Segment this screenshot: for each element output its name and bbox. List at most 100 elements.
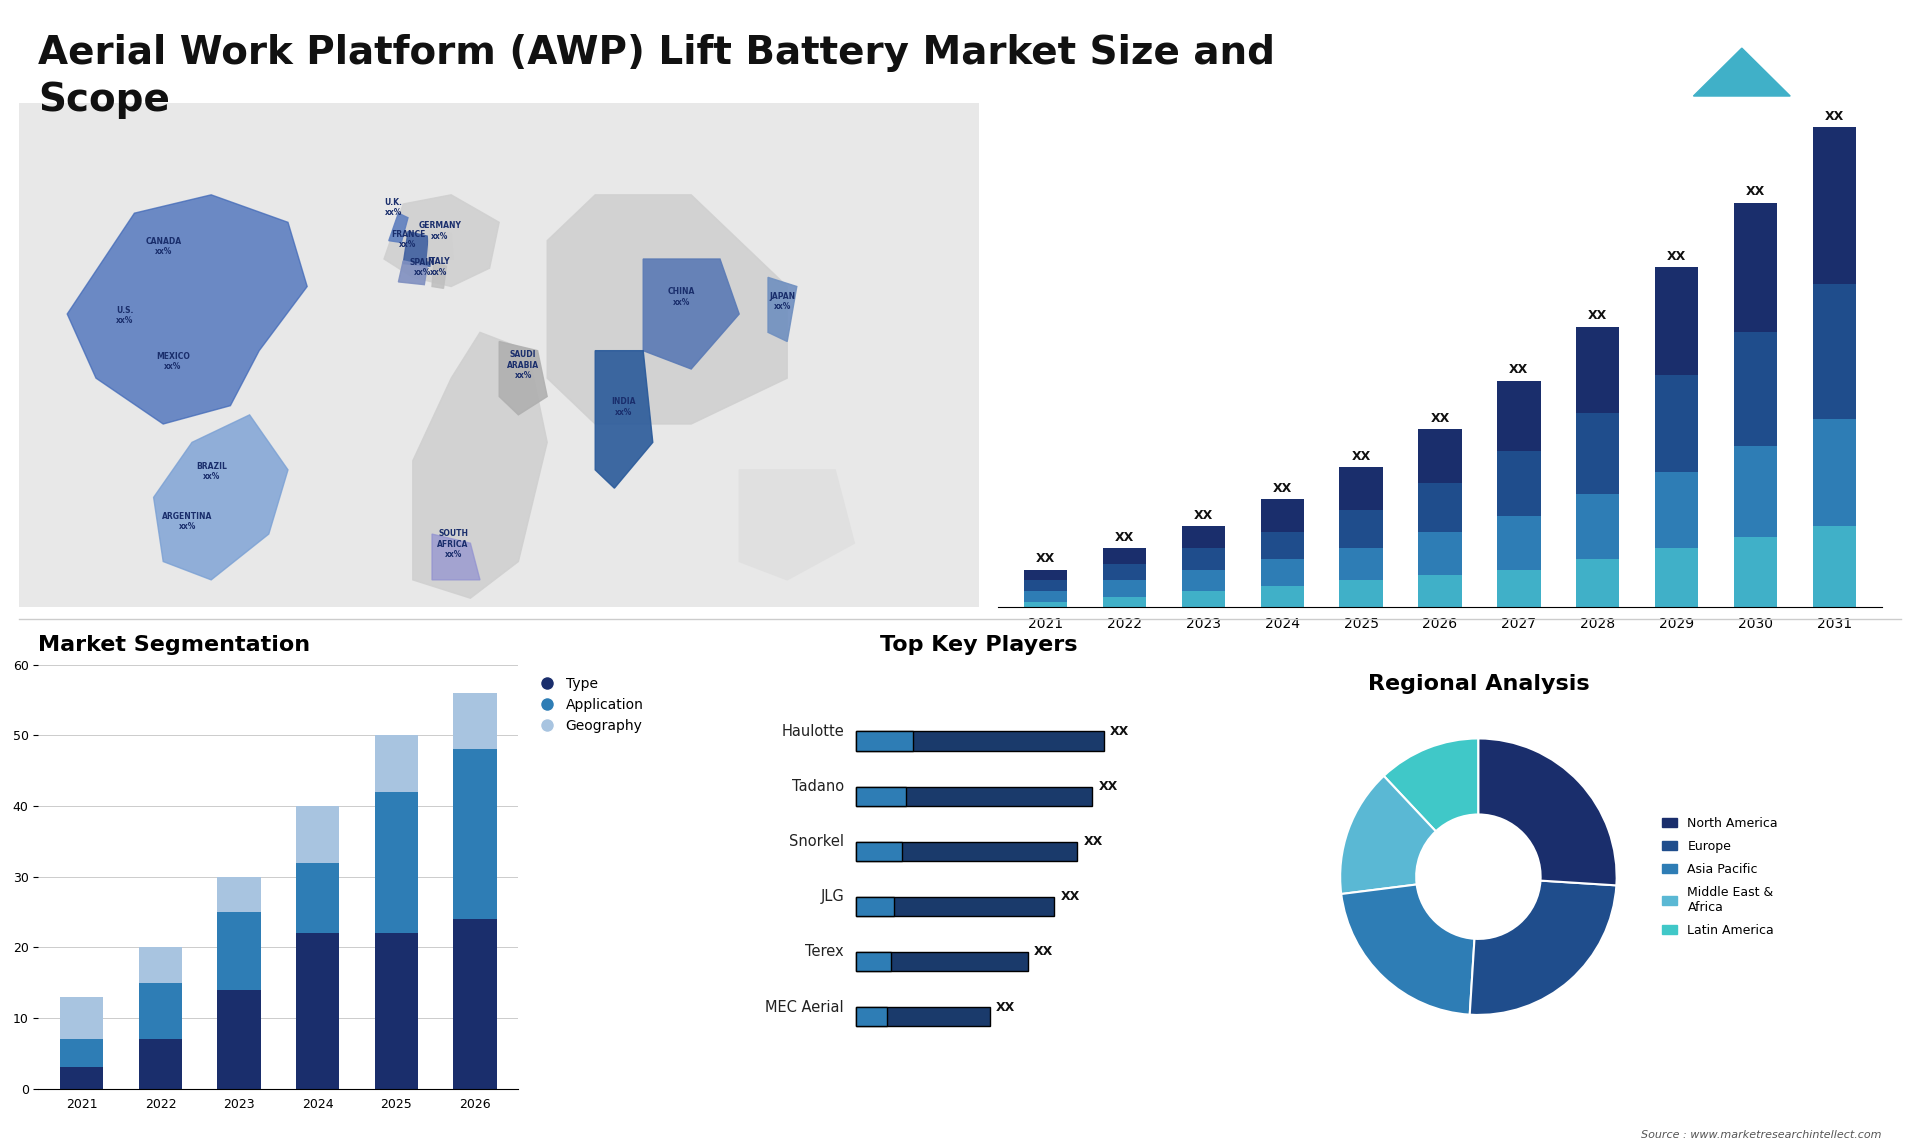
Bar — [1340, 580, 1382, 607]
Bar — [374, 933, 419, 1089]
Text: Aerial Work Platform (AWP) Lift Battery Market Size and
Scope: Aerial Work Platform (AWP) Lift Battery … — [38, 34, 1275, 119]
Text: SOUTH
AFRICA
xx%: SOUTH AFRICA xx% — [438, 529, 468, 559]
Bar — [217, 912, 261, 990]
Bar — [1734, 203, 1778, 332]
Bar — [138, 982, 182, 1039]
Text: CHINA
xx%: CHINA xx% — [668, 288, 695, 307]
Text: Terex: Terex — [804, 944, 845, 959]
Polygon shape — [399, 261, 426, 284]
Polygon shape — [413, 332, 547, 598]
Title: Regional Analysis: Regional Analysis — [1367, 674, 1590, 694]
Bar — [453, 749, 497, 919]
Text: Haulotte: Haulotte — [781, 724, 845, 739]
FancyBboxPatch shape — [856, 897, 895, 916]
Bar — [1812, 283, 1857, 418]
Text: XX: XX — [1083, 835, 1102, 848]
Title: Top Key Players: Top Key Players — [881, 635, 1077, 654]
Wedge shape — [1478, 738, 1617, 886]
Bar — [1340, 510, 1382, 548]
Text: XX: XX — [1116, 531, 1135, 543]
Bar — [1181, 570, 1225, 591]
FancyBboxPatch shape — [856, 786, 906, 806]
Bar — [1576, 413, 1619, 494]
Bar — [1498, 516, 1540, 570]
Polygon shape — [1693, 48, 1789, 96]
Bar — [1023, 570, 1068, 580]
Polygon shape — [426, 229, 453, 261]
FancyBboxPatch shape — [856, 841, 1077, 861]
Bar — [1102, 580, 1146, 597]
Bar — [1812, 127, 1857, 283]
Bar — [138, 1039, 182, 1089]
Text: XX: XX — [1098, 780, 1117, 793]
Bar — [1023, 591, 1068, 602]
Polygon shape — [403, 231, 430, 266]
Bar — [1498, 450, 1540, 516]
FancyBboxPatch shape — [856, 897, 1054, 916]
Polygon shape — [67, 195, 307, 424]
Wedge shape — [1342, 885, 1475, 1014]
Wedge shape — [1469, 880, 1617, 1015]
Text: U.K.
xx%: U.K. xx% — [384, 197, 403, 217]
Bar — [60, 1068, 104, 1089]
Bar — [1261, 559, 1304, 586]
Text: INTELLECT: INTELLECT — [1718, 136, 1776, 146]
Text: GERMANY
xx%: GERMANY xx% — [419, 221, 461, 241]
Bar — [1734, 332, 1778, 446]
Bar — [374, 736, 419, 792]
Bar — [1181, 591, 1225, 607]
Bar — [60, 1039, 104, 1068]
Text: XX: XX — [1037, 552, 1056, 565]
Text: XX: XX — [1430, 413, 1450, 425]
Bar — [1655, 548, 1699, 607]
Bar — [1419, 532, 1461, 575]
FancyBboxPatch shape — [856, 952, 1027, 971]
Wedge shape — [1340, 776, 1436, 894]
Bar — [374, 792, 419, 933]
Bar — [138, 948, 182, 982]
Text: XX: XX — [1352, 449, 1371, 463]
Bar — [296, 863, 340, 933]
Polygon shape — [384, 195, 499, 286]
Bar — [1655, 267, 1699, 376]
Bar — [1734, 446, 1778, 537]
Text: INDIA
xx%: INDIA xx% — [612, 398, 636, 417]
Text: JAPAN
xx%: JAPAN xx% — [770, 292, 795, 312]
Bar — [1734, 537, 1778, 607]
Polygon shape — [547, 195, 787, 424]
Text: XX: XX — [996, 1000, 1016, 1013]
Text: XX: XX — [1745, 186, 1764, 198]
Bar — [1102, 548, 1146, 564]
Bar — [1812, 526, 1857, 607]
Polygon shape — [499, 342, 547, 415]
Polygon shape — [19, 103, 979, 607]
Bar — [1655, 376, 1699, 472]
Bar — [60, 997, 104, 1039]
Legend: North America, Europe, Asia Pacific, Middle East &
Africa, Latin America: North America, Europe, Asia Pacific, Mid… — [1657, 811, 1784, 942]
Text: XX: XX — [1194, 509, 1213, 523]
Polygon shape — [432, 261, 445, 289]
Text: MEXICO
xx%: MEXICO xx% — [156, 352, 190, 371]
Bar — [1655, 472, 1699, 548]
Legend: Type, Application, Geography: Type, Application, Geography — [536, 672, 649, 739]
FancyBboxPatch shape — [856, 841, 902, 861]
Text: ITALY
xx%: ITALY xx% — [428, 257, 449, 276]
FancyBboxPatch shape — [856, 786, 1092, 806]
Bar — [1498, 380, 1540, 450]
Text: XX: XX — [1060, 890, 1079, 903]
Polygon shape — [432, 534, 480, 580]
Bar — [1419, 575, 1461, 607]
Bar — [1181, 548, 1225, 570]
Bar — [296, 933, 340, 1089]
Bar — [1340, 468, 1382, 510]
FancyBboxPatch shape — [856, 1007, 989, 1026]
Bar — [453, 919, 497, 1089]
Bar — [1340, 548, 1382, 580]
Bar — [1261, 532, 1304, 559]
Text: XX: XX — [1588, 309, 1607, 322]
Bar — [1261, 586, 1304, 607]
Bar — [1023, 580, 1068, 591]
Text: XX: XX — [1273, 482, 1292, 495]
Text: SAUDI
ARABIA
xx%: SAUDI ARABIA xx% — [507, 351, 540, 380]
Bar — [1419, 430, 1461, 484]
